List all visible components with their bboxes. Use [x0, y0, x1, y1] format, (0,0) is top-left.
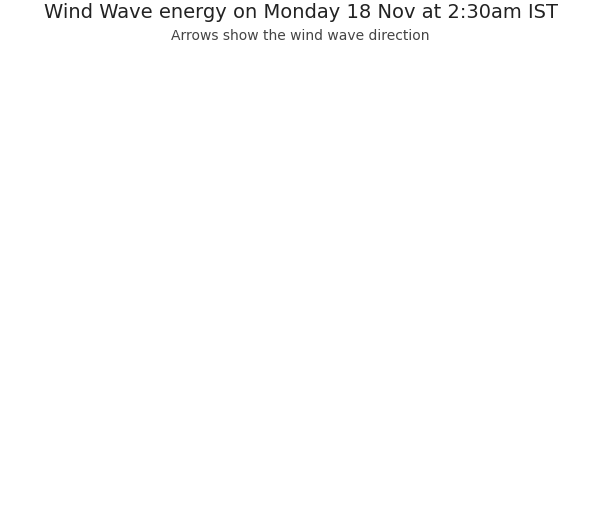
- Text: Wind Wave energy on Monday 18 Nov at 2:30am IST: Wind Wave energy on Monday 18 Nov at 2:3…: [43, 4, 558, 23]
- Text: Arrows show the wind wave direction: Arrows show the wind wave direction: [171, 29, 430, 43]
